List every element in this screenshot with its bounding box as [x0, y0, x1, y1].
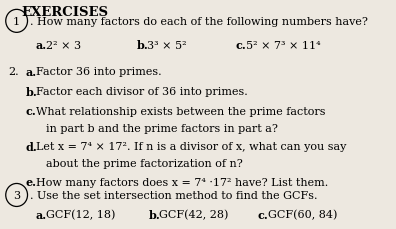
Text: Let x = 7⁴ × 17². If n is a divisor of x, what can you say: Let x = 7⁴ × 17². If n is a divisor of x…	[36, 142, 346, 152]
Text: GCF(12, 18): GCF(12, 18)	[46, 209, 115, 219]
Text: a.: a.	[26, 67, 37, 78]
Text: EXERCISES: EXERCISES	[22, 6, 109, 19]
Text: c.: c.	[26, 106, 36, 117]
Text: How many factors does x = 7⁴ ·17² have? List them.: How many factors does x = 7⁴ ·17² have? …	[36, 177, 328, 187]
Text: 2.: 2.	[8, 67, 19, 77]
Text: Factor each divisor of 36 into primes.: Factor each divisor of 36 into primes.	[36, 87, 248, 97]
Text: c.: c.	[236, 40, 246, 51]
Text: . How many factors do each of the following numbers have?: . How many factors do each of the follow…	[30, 17, 367, 27]
Text: a.: a.	[36, 40, 47, 51]
Text: GCF(60, 84): GCF(60, 84)	[268, 209, 337, 219]
Text: c.: c.	[257, 209, 268, 220]
Text: in part b and the prime factors in part a?: in part b and the prime factors in part …	[46, 123, 278, 133]
Text: 2² × 3: 2² × 3	[46, 41, 81, 51]
Text: about the prime factorization of n?: about the prime factorization of n?	[46, 159, 242, 169]
Text: 5² × 7³ × 11⁴: 5² × 7³ × 11⁴	[246, 41, 320, 51]
Text: Factor 36 into primes.: Factor 36 into primes.	[36, 67, 161, 77]
Text: b.: b.	[137, 40, 148, 51]
Text: 1: 1	[13, 17, 20, 27]
Text: GCF(42, 28): GCF(42, 28)	[159, 209, 228, 219]
Text: e.: e.	[26, 177, 37, 188]
Text: 3: 3	[13, 190, 20, 200]
Text: d.: d.	[26, 141, 38, 152]
Text: a.: a.	[36, 209, 47, 220]
Text: . Use the set intersection method to find the GCFs.: . Use the set intersection method to fin…	[30, 190, 317, 200]
Text: b.: b.	[148, 209, 160, 220]
Text: b.: b.	[26, 86, 38, 97]
Text: 3³ × 5²: 3³ × 5²	[147, 41, 187, 51]
Text: What relationship exists between the prime factors: What relationship exists between the pri…	[36, 106, 325, 116]
